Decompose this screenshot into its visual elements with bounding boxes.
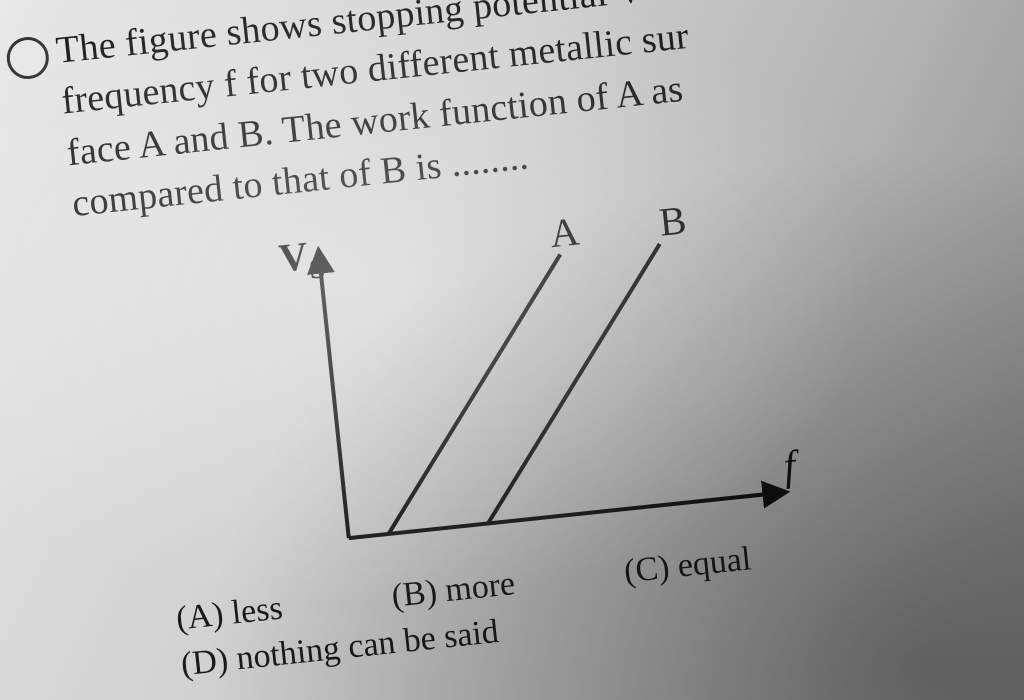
- x-axis-label: f: [781, 443, 803, 491]
- x-axis: [349, 493, 777, 538]
- option-b: (B) more: [390, 565, 517, 616]
- question-bullet: [5, 35, 51, 81]
- option-a: (A) less: [174, 590, 284, 639]
- stopping-potential-graph: VS A B f: [278, 190, 830, 573]
- series-line-a: [361, 254, 587, 533]
- series-line-b: [461, 244, 687, 523]
- y-axis: [319, 260, 348, 538]
- line-a-label: A: [548, 208, 582, 256]
- y-axis-label: VS: [278, 231, 327, 288]
- option-c: (C) equal: [622, 540, 753, 591]
- question-stem: The figure shows stopping potential V an…: [54, 0, 1010, 230]
- line-b-label: B: [657, 197, 688, 245]
